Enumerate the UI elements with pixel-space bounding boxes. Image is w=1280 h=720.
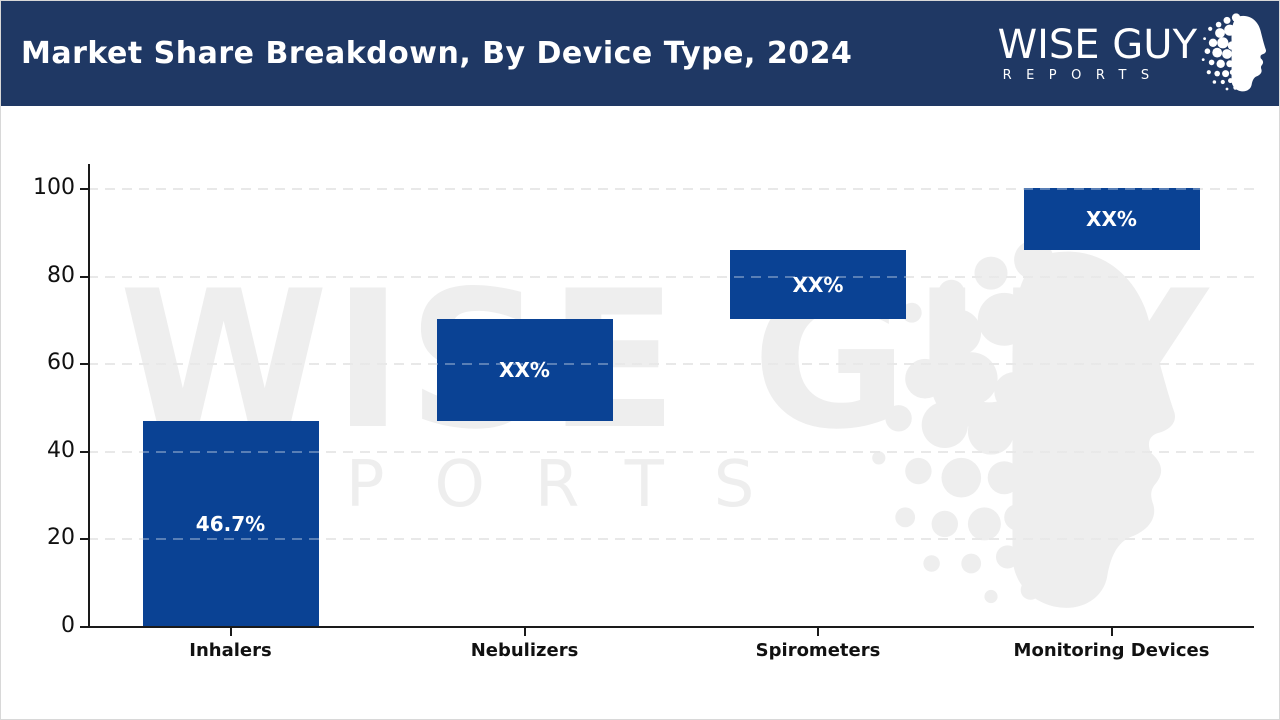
- x-category-label: Nebulizers: [470, 640, 579, 661]
- y-tick-mark: [80, 275, 88, 278]
- gridline-y-40: [88, 450, 1254, 453]
- x-category-label: Spirometers: [755, 640, 881, 661]
- gridline-y-60: [88, 363, 1254, 366]
- watermark-head-icon: [859, 224, 1189, 639]
- gridline-y-60: [88, 363, 1254, 366]
- bar-monitoring-devices: [1023, 188, 1200, 251]
- plot-area: WISE GUY REPORTS 46.7% XX% XX% XX% 0 20 40 60 8…: [1, 106, 1279, 719]
- bar-value-label: XX%: [499, 358, 550, 383]
- x-category-label: Monitoring Devices: [1013, 640, 1210, 661]
- gridline-y-80: [88, 275, 1254, 278]
- x-category-label: Inhalers: [189, 640, 272, 661]
- bar-inhalers: [142, 421, 319, 626]
- chart-title: Market Share Breakdown, By Device Type, …: [21, 36, 853, 71]
- bar-value-label: 46.7%: [195, 511, 266, 536]
- y-axis-line: [88, 164, 90, 628]
- x-tick-mark: [229, 628, 232, 636]
- y-tick-label: 100: [33, 175, 75, 200]
- gridline-y-20: [88, 538, 1254, 541]
- y-tick-mark: [80, 450, 88, 453]
- y-tick-mark: [80, 188, 88, 190]
- bar-nebulizers: [436, 318, 613, 422]
- y-tick-mark: [80, 538, 88, 541]
- gridline-y-100: [88, 188, 1254, 190]
- y-tick-label: 80: [47, 262, 75, 288]
- header-bar: Market Share Breakdown, By Device Type, …: [1, 1, 1279, 106]
- x-tick-mark: [1110, 628, 1113, 636]
- y-tick-label: 20: [47, 525, 75, 551]
- y-tick-label: 60: [47, 350, 75, 376]
- brand-logo: WISE GUY REPORTS: [998, 12, 1269, 96]
- gridline-y-100: [88, 188, 1254, 190]
- brand-head-icon: [1199, 12, 1269, 96]
- y-tick-mark: [80, 363, 88, 366]
- brand-subtitle: REPORTS: [1002, 67, 1164, 83]
- brand-wordmark: WISE GUY: [997, 21, 1197, 68]
- x-tick-mark: [523, 628, 526, 636]
- bar-value-label: XX%: [792, 272, 844, 297]
- gridline-y-20: [88, 538, 1254, 541]
- bar-value-label: XX%: [1086, 207, 1137, 232]
- y-tick-label: 0: [61, 613, 75, 638]
- y-tick-label: 40: [47, 437, 75, 463]
- x-tick-mark: [817, 628, 819, 636]
- y-tick-mark: [80, 626, 88, 628]
- gridline-y-40: [88, 450, 1254, 453]
- gridline-y-80: [88, 275, 1254, 278]
- x-axis-line: [88, 626, 1254, 628]
